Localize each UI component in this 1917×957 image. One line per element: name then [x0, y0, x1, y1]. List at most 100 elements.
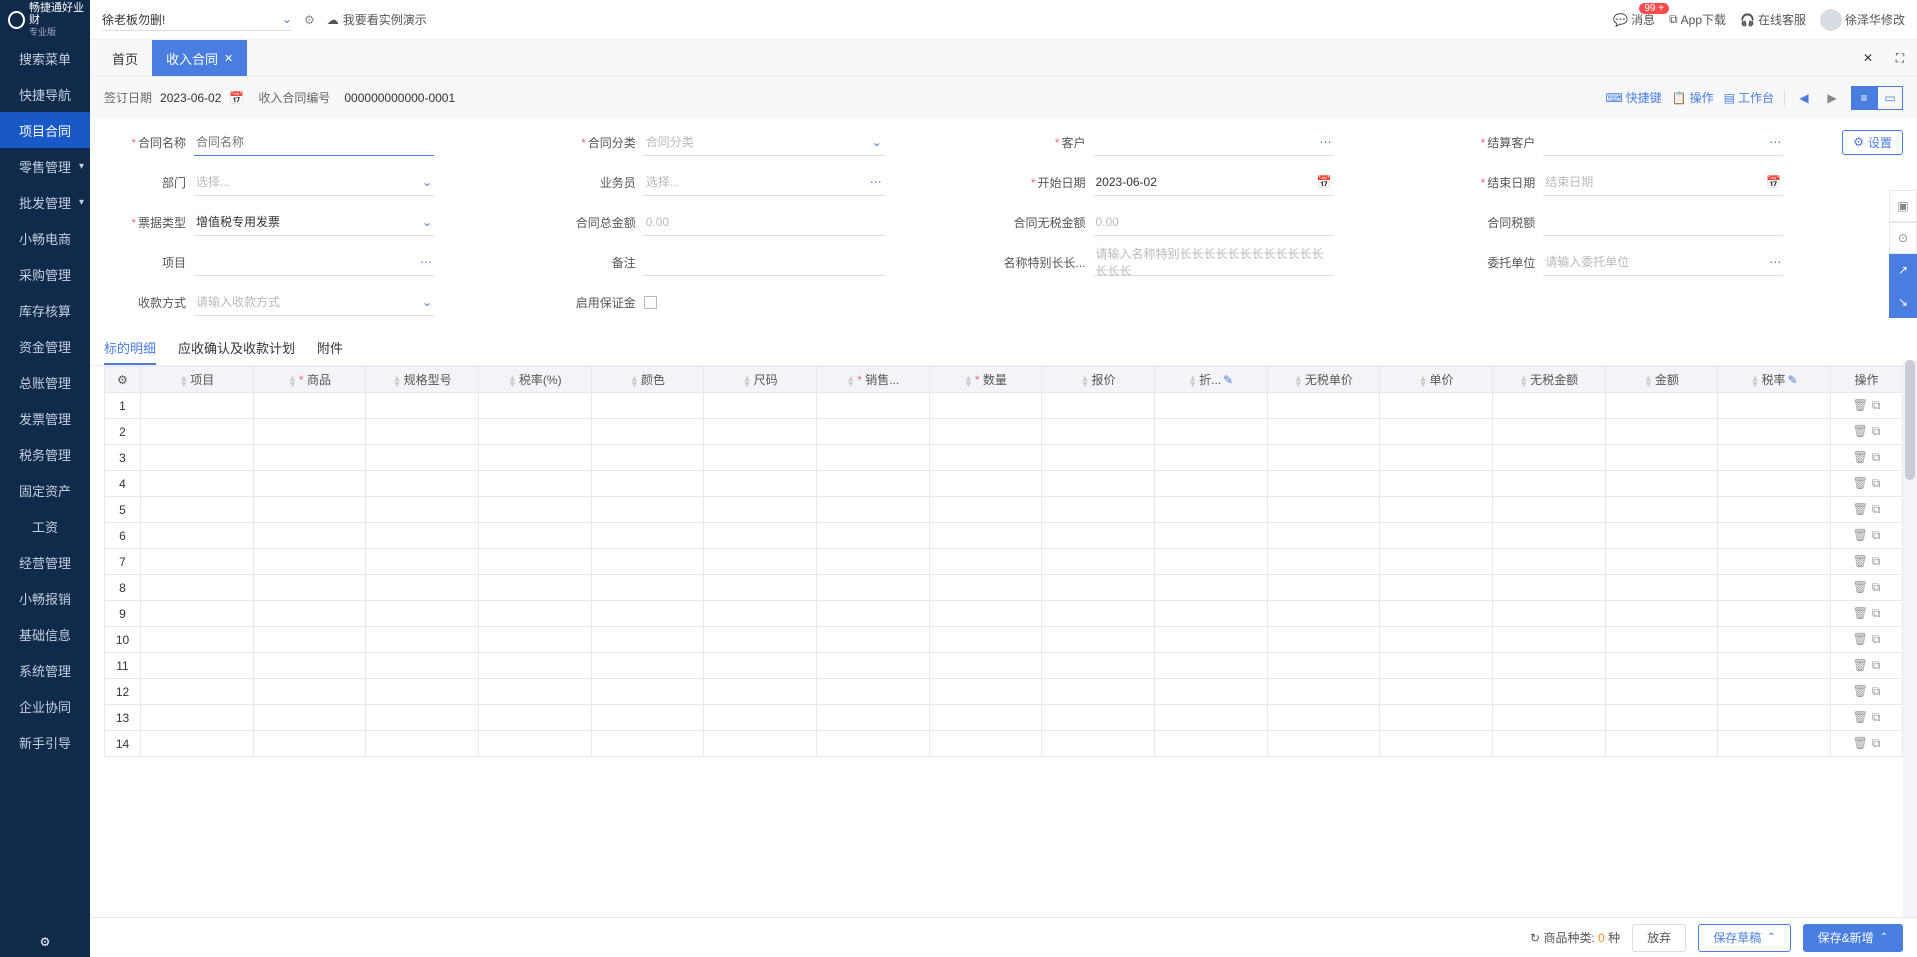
table-cell[interactable]: [1380, 549, 1493, 575]
end-date-input[interactable]: 结束日期📅: [1543, 168, 1783, 196]
operate-link[interactable]: 📋操作: [1672, 89, 1714, 106]
topbar-gear-icon[interactable]: ⚙: [304, 13, 315, 27]
delete-icon[interactable]: 🗑: [1853, 476, 1868, 490]
table-cell[interactable]: [1492, 705, 1605, 731]
table-cell[interactable]: [591, 627, 704, 653]
table-cell[interactable]: [1492, 653, 1605, 679]
table-row[interactable]: 5🗑⧉: [105, 497, 1903, 523]
settle-customer-lookup[interactable]: ⋯: [1543, 128, 1783, 156]
table-cell[interactable]: [591, 679, 704, 705]
table-cell[interactable]: [366, 679, 479, 705]
table-cell[interactable]: [1042, 705, 1155, 731]
table-cell[interactable]: [591, 575, 704, 601]
table-cell[interactable]: [1042, 523, 1155, 549]
table-cell[interactable]: [366, 575, 479, 601]
table-cell[interactable]: [591, 497, 704, 523]
table-header[interactable]: ▲▼税率✎: [1718, 367, 1831, 393]
table-cell[interactable]: [1718, 731, 1831, 757]
sign-date-value[interactable]: 2023-06-02: [160, 91, 221, 105]
table-cell[interactable]: [1492, 575, 1605, 601]
table-cell[interactable]: [1718, 705, 1831, 731]
refresh-icon[interactable]: ↻: [1530, 931, 1540, 945]
table-cell[interactable]: [1605, 601, 1718, 627]
table-cell[interactable]: [816, 445, 929, 471]
table-cell[interactable]: [1267, 627, 1380, 653]
copy-icon[interactable]: ⧉: [1872, 580, 1881, 594]
table-cell[interactable]: [1718, 471, 1831, 497]
table-cell[interactable]: [141, 601, 254, 627]
user-menu[interactable]: 徐泽华修改: [1820, 9, 1905, 31]
table-cell[interactable]: [1154, 393, 1267, 419]
table-cell[interactable]: [929, 627, 1042, 653]
table-cell[interactable]: [478, 393, 591, 419]
table-cell[interactable]: [1492, 731, 1605, 757]
delete-icon[interactable]: 🗑: [1853, 684, 1868, 698]
table-cell[interactable]: [1718, 653, 1831, 679]
table-cell[interactable]: [253, 627, 366, 653]
table-cell[interactable]: [141, 731, 254, 757]
sidebar-item[interactable]: 系统管理: [0, 652, 90, 688]
table-cell[interactable]: [1267, 393, 1380, 419]
table-row[interactable]: 11🗑⧉: [105, 653, 1903, 679]
fullscreen-icon[interactable]: ⛶: [1887, 45, 1913, 71]
delete-icon[interactable]: 🗑: [1853, 528, 1868, 542]
delete-icon[interactable]: 🗑: [1853, 658, 1868, 672]
customer-lookup[interactable]: ⋯: [1094, 128, 1334, 156]
table-cell[interactable]: [1380, 731, 1493, 757]
table-header[interactable]: ▲▼折...✎: [1154, 367, 1267, 393]
table-cell[interactable]: [816, 679, 929, 705]
table-cell[interactable]: [366, 523, 479, 549]
table-cell[interactable]: [929, 445, 1042, 471]
table-cell[interactable]: [1380, 419, 1493, 445]
table-cell[interactable]: [1718, 575, 1831, 601]
table-cell[interactable]: [816, 627, 929, 653]
table-cell[interactable]: [704, 393, 817, 419]
table-cell[interactable]: [929, 575, 1042, 601]
table-row[interactable]: 10🗑⧉: [105, 627, 1903, 653]
copy-icon[interactable]: ⧉: [1872, 528, 1881, 542]
table-cell[interactable]: [1492, 679, 1605, 705]
paytype-select[interactable]: 请输入收款方式⌄: [194, 288, 434, 316]
table-cell[interactable]: [929, 497, 1042, 523]
table-row[interactable]: 13🗑⧉: [105, 705, 1903, 731]
table-cell[interactable]: [1492, 445, 1605, 471]
table-settings-icon[interactable]: ⚙: [117, 373, 128, 387]
table-cell[interactable]: [591, 731, 704, 757]
table-cell[interactable]: [1605, 653, 1718, 679]
table-cell[interactable]: [816, 549, 929, 575]
contract-name-input[interactable]: [194, 128, 434, 156]
table-cell[interactable]: [366, 653, 479, 679]
deposit-checkbox[interactable]: [644, 296, 657, 309]
table-cell[interactable]: [1605, 679, 1718, 705]
table-cell[interactable]: [1380, 471, 1493, 497]
table-cell[interactable]: [1154, 679, 1267, 705]
table-cell[interactable]: [253, 549, 366, 575]
table-header[interactable]: ▲▼单价: [1380, 367, 1493, 393]
table-cell[interactable]: [816, 393, 929, 419]
sidebar-item[interactable]: 库存核算: [0, 292, 90, 328]
table-cell[interactable]: [591, 419, 704, 445]
table-cell[interactable]: [1605, 471, 1718, 497]
table-cell[interactable]: [929, 471, 1042, 497]
table-cell[interactable]: [1267, 731, 1380, 757]
copy-icon[interactable]: ⧉: [1872, 476, 1881, 490]
table-cell[interactable]: [704, 731, 817, 757]
table-cell[interactable]: [1605, 731, 1718, 757]
longname-input[interactable]: 请输入名称特别长长长长长长长长长长长长长长长: [1094, 248, 1334, 276]
sidebar-item[interactable]: 基础信息: [0, 616, 90, 652]
sidebar-item[interactable]: 小畅电商: [0, 220, 90, 256]
table-cell[interactable]: [591, 653, 704, 679]
table-row[interactable]: 3🗑⧉: [105, 445, 1903, 471]
table-cell[interactable]: [929, 601, 1042, 627]
view-compact-icon[interactable]: ≡: [1851, 86, 1877, 110]
delete-icon[interactable]: 🗑: [1853, 450, 1868, 464]
table-cell[interactable]: [253, 523, 366, 549]
delete-icon[interactable]: 🗑: [1853, 502, 1868, 516]
table-cell[interactable]: [1267, 653, 1380, 679]
sidebar-item[interactable]: 总账管理: [0, 364, 90, 400]
sidebar-item[interactable]: 快捷导航: [0, 76, 90, 112]
table-cell[interactable]: [1042, 679, 1155, 705]
table-cell[interactable]: [1605, 419, 1718, 445]
table-cell[interactable]: [478, 471, 591, 497]
start-date-input[interactable]: 2023-06-02📅: [1094, 168, 1334, 196]
